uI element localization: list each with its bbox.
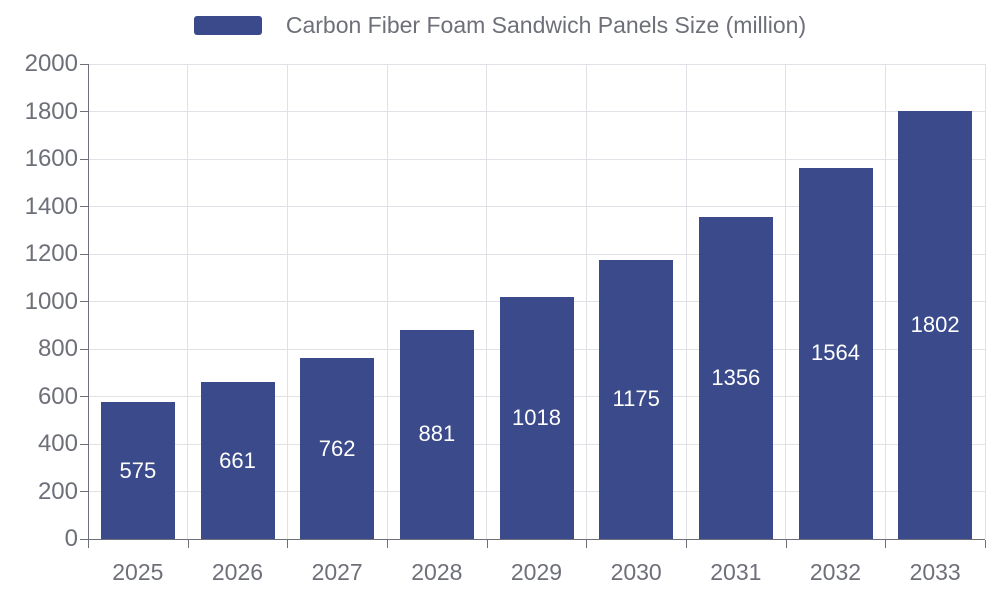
y-axis-tick: [80, 491, 88, 492]
x-axis-tick: [686, 540, 687, 548]
y-axis-label: 800: [37, 335, 78, 362]
x-axis-line: [80, 539, 985, 540]
bar[interactable]: [798, 167, 873, 539]
bar[interactable]: [100, 402, 175, 539]
x-axis-label: 2026: [211, 559, 264, 585]
y-axis-label: 200: [37, 477, 78, 505]
y-axis-tick: [80, 63, 88, 65]
x-axis-label: 2032: [809, 559, 862, 585]
bar[interactable]: [698, 216, 773, 539]
gridline-vertical: [685, 64, 687, 539]
y-axis-tick: [80, 253, 88, 255]
bar[interactable]: [898, 111, 973, 539]
gridline-vertical: [884, 64, 886, 539]
y-axis-label: 1000: [24, 287, 78, 315]
bar[interactable]: [499, 297, 574, 539]
x-axis-label: 2025: [112, 559, 164, 585]
gridline-vertical: [984, 64, 986, 539]
bar-value-label: 1356: [711, 364, 761, 390]
x-axis-label: 2031: [710, 559, 762, 585]
bar[interactable]: [599, 259, 674, 539]
bar-value-label: 1564: [811, 340, 860, 366]
x-axis-tick: [187, 540, 189, 548]
bar-value-label: 762: [318, 435, 356, 461]
y-axis-tick: [80, 348, 88, 350]
x-axis-label: 2028: [411, 559, 463, 585]
gridline-vertical: [187, 64, 189, 539]
bar[interactable]: [200, 382, 275, 539]
y-axis-tick: [80, 206, 88, 207]
gridline-horizontal: [88, 111, 985, 112]
legend-swatch: [193, 16, 262, 35]
gridline-horizontal: [88, 63, 985, 65]
x-axis-tick: [586, 540, 588, 548]
y-axis-label: 1600: [24, 145, 78, 172]
y-axis-tick: [80, 111, 88, 112]
x-axis-tick: [885, 540, 887, 548]
gridline-vertical: [386, 64, 388, 539]
x-axis-tick: [387, 540, 388, 548]
y-axis-tick: [80, 396, 88, 397]
x-axis-tick: [985, 540, 986, 548]
gridline-vertical: [286, 64, 288, 539]
bar-value-label: 661: [219, 447, 256, 473]
y-axis-label: 0: [64, 525, 78, 552]
gridline-vertical: [585, 64, 587, 539]
y-axis-line: [88, 64, 89, 547]
y-axis-label: 1400: [24, 192, 78, 220]
bar-value-label: 575: [119, 457, 157, 483]
x-axis-tick: [785, 540, 787, 548]
bar[interactable]: [300, 358, 375, 539]
y-axis-label: 2000: [24, 50, 78, 77]
bar-value-label: 1018: [512, 405, 561, 431]
y-axis-label: 600: [37, 382, 78, 410]
bar-value-label: 881: [418, 421, 456, 447]
x-axis-tick: [486, 540, 488, 548]
legend[interactable]: Carbon Fiber Foam Sandwich Panels Size (…: [0, 12, 1000, 39]
gridline-vertical: [785, 64, 787, 539]
y-axis-label: 1800: [24, 97, 78, 125]
legend-label: Carbon Fiber Foam Sandwich Panels Size (…: [285, 12, 807, 38]
bar-value-label: 1175: [612, 386, 660, 412]
y-axis-tick: [80, 538, 88, 540]
y-axis-label: 400: [37, 430, 78, 457]
bar-value-label: 1802: [910, 312, 960, 337]
gridline-horizontal: [88, 206, 985, 207]
x-axis-label: 2029: [510, 559, 563, 585]
gridline-horizontal: [88, 253, 985, 255]
y-axis-label: 1200: [24, 240, 78, 267]
x-axis-label: 2033: [909, 559, 961, 585]
x-axis-tick: [287, 540, 289, 548]
y-axis-tick: [80, 158, 88, 160]
x-axis-label: 2027: [311, 559, 363, 585]
y-axis-tick: [80, 443, 88, 445]
gridline-horizontal: [88, 158, 985, 160]
x-axis-tick: [88, 540, 89, 548]
gridline-vertical: [486, 64, 488, 539]
y-axis-tick: [80, 301, 88, 302]
x-axis-label: 2030: [610, 559, 662, 585]
bar[interactable]: [399, 329, 474, 539]
